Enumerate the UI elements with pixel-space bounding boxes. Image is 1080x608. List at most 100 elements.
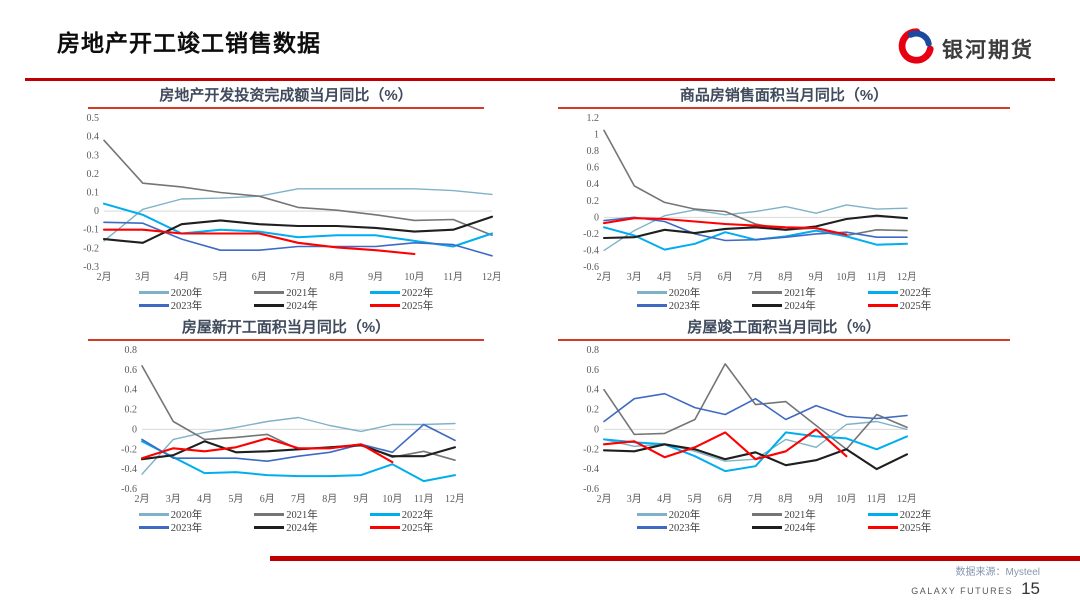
- svg-text:0: 0: [94, 206, 99, 217]
- svg-text:0.2: 0.2: [87, 169, 100, 180]
- page-number: 15: [1021, 579, 1040, 598]
- svg-text:0.4: 0.4: [87, 132, 100, 143]
- legend-label: 2022年: [899, 288, 932, 299]
- legend-item: 2020年: [636, 508, 700, 521]
- legend-label: 2022年: [899, 510, 932, 521]
- svg-text:0.6: 0.6: [587, 163, 600, 174]
- legend-label: 2022年: [401, 510, 434, 521]
- legend-item: 2022年: [369, 508, 434, 521]
- title-underline: [558, 339, 1010, 341]
- svg-text:0.6: 0.6: [125, 365, 138, 376]
- legend-item: 2025年: [867, 521, 932, 534]
- legend-swatch: [636, 513, 667, 516]
- legend-swatch: [254, 526, 285, 529]
- svg-text:0.5: 0.5: [87, 113, 100, 124]
- svg-text:11月: 11月: [443, 271, 463, 283]
- title-underline: [88, 339, 484, 341]
- svg-text:0.8: 0.8: [125, 345, 138, 356]
- title-underline: [88, 107, 484, 109]
- legend-swatch: [867, 291, 898, 294]
- legend-swatch: [138, 291, 169, 294]
- legend-item: 2024年: [752, 521, 816, 534]
- svg-text:5月: 5月: [687, 493, 702, 505]
- legend-label: 2024年: [784, 301, 816, 312]
- svg-text:-0.2: -0.2: [583, 229, 599, 240]
- svg-text:1.2: 1.2: [587, 113, 600, 124]
- chart-panel-completions: 房屋竣工面积当月同比（%） 0.8 0.6 0.4 0.2 0 -0.2 -0.4 -0.6 2…: [548, 318, 1020, 534]
- svg-text:10月: 10月: [404, 271, 424, 283]
- svg-text:8月: 8月: [322, 493, 337, 505]
- svg-text:0.3: 0.3: [87, 150, 100, 161]
- legend-item: 2020年: [138, 508, 202, 521]
- svg-text:6月: 6月: [718, 271, 733, 283]
- svg-text:9月: 9月: [809, 493, 824, 505]
- svg-text:6月: 6月: [252, 271, 267, 283]
- legend-label: 2022年: [401, 288, 434, 299]
- chart-title: 房屋新开工面积当月同比（%）: [181, 319, 391, 336]
- galaxy-swirl-icon: [898, 28, 934, 69]
- svg-text:2月: 2月: [597, 493, 612, 505]
- svg-text:0.2: 0.2: [125, 405, 138, 416]
- legend-label: 2025年: [401, 523, 434, 534]
- svg-text:-0.2: -0.2: [121, 444, 137, 455]
- svg-text:4月: 4月: [174, 271, 189, 283]
- svg-text:-0.4: -0.4: [121, 464, 137, 475]
- svg-text:12月: 12月: [445, 493, 463, 505]
- svg-text:8月: 8月: [778, 271, 793, 283]
- legend-label: 2021年: [286, 510, 318, 521]
- legend-item: 2024年: [254, 521, 318, 534]
- legend-swatch: [369, 526, 400, 529]
- svg-text:-0.2: -0.2: [583, 444, 599, 455]
- svg-text:6月: 6月: [260, 493, 275, 505]
- legend-item: 2023年: [636, 521, 700, 534]
- legend-swatch: [636, 526, 667, 529]
- chart-panel-new-starts: 房屋新开工面积当月同比（%） 0.8 0.6 0.4 0.2 0 -0.2 -0.4 -0.6…: [62, 318, 510, 534]
- svg-text:7月: 7月: [748, 493, 763, 505]
- legend-item: 2021年: [752, 508, 816, 521]
- legend-item: 2021年: [254, 508, 318, 521]
- legend-swatch: [369, 513, 400, 516]
- legend-item: 2020年: [138, 286, 203, 299]
- svg-text:11月: 11月: [867, 271, 887, 283]
- svg-text:9月: 9月: [368, 271, 383, 283]
- svg-text:3月: 3月: [627, 493, 642, 505]
- svg-text:0.8: 0.8: [587, 146, 600, 157]
- svg-text:11月: 11月: [867, 493, 887, 505]
- svg-text:0.8: 0.8: [587, 345, 600, 356]
- legend-label: 2025年: [401, 301, 434, 312]
- svg-text:10月: 10月: [382, 493, 402, 505]
- svg-text:-0.1: -0.1: [83, 225, 99, 236]
- chart-legend: 2020年 2021年 2022年 2023年 2024年 2025年: [62, 286, 510, 312]
- data-source-note: 数据来源：Mysteel: [955, 567, 1040, 578]
- legend-item: 2025年: [867, 299, 931, 312]
- legend-label: 2023年: [668, 301, 701, 312]
- legend-swatch: [138, 304, 169, 307]
- svg-text:3月: 3月: [135, 271, 150, 283]
- footer: 数据来源：Mysteel GALAXY FUTURES 15: [911, 563, 1040, 599]
- legend-swatch: [138, 526, 169, 529]
- svg-text:3月: 3月: [627, 271, 642, 283]
- svg-text:12月: 12月: [482, 271, 500, 283]
- legend-item: 2022年: [369, 286, 434, 299]
- legend-label: 2020年: [668, 288, 701, 299]
- legend-item: 2021年: [752, 286, 816, 299]
- legend-swatch: [369, 304, 400, 307]
- svg-text:12月: 12月: [897, 493, 915, 505]
- legend-item: 2022年: [867, 286, 932, 299]
- legend-label: 2021年: [784, 510, 816, 521]
- legend-label: 2020年: [170, 288, 203, 299]
- svg-text:0.2: 0.2: [587, 196, 600, 207]
- svg-text:9月: 9月: [354, 493, 369, 505]
- svg-text:7月: 7月: [291, 493, 306, 505]
- legend-label: 2024年: [286, 301, 318, 312]
- svg-text:5月: 5月: [687, 271, 702, 283]
- page-title: 房地产开工竣工销售数据: [57, 30, 321, 56]
- chart-legend: 2020年 2021年 2022年 2023年 2024年 2025年: [548, 286, 1020, 312]
- legend-label: 2025年: [899, 523, 932, 534]
- logo-text: 银河期货: [942, 38, 1034, 62]
- legend-item: 2021年: [254, 286, 318, 299]
- legend-swatch: [636, 304, 667, 307]
- svg-text:-0.4: -0.4: [583, 464, 599, 475]
- legend-item: 2025年: [369, 521, 434, 534]
- legend-swatch: [752, 513, 783, 516]
